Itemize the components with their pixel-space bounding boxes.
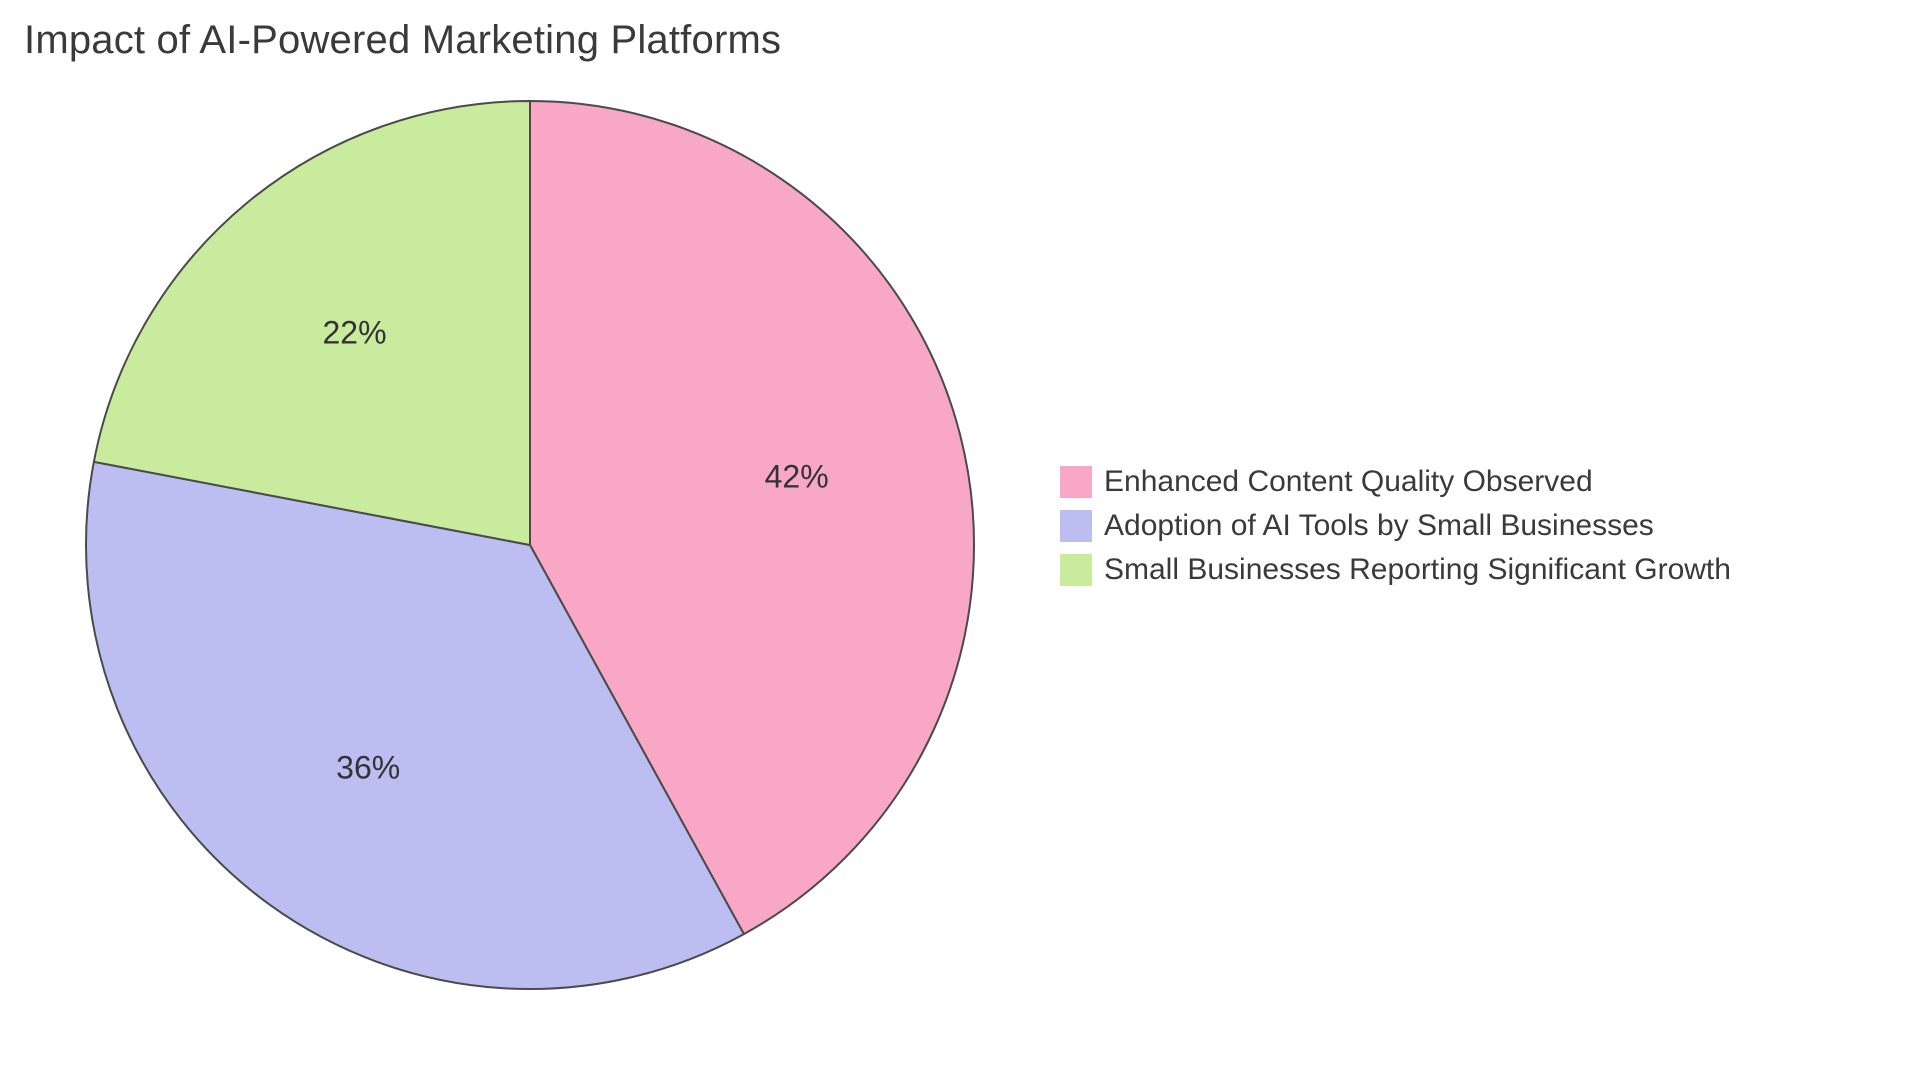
legend-swatch-2 [1060,554,1092,586]
chart-title: Impact of AI-Powered Marketing Platforms [24,18,781,63]
pie-svg [82,97,978,993]
legend-label-1: Adoption of AI Tools by Small Businesses [1104,509,1654,543]
legend-label-2: Small Businesses Reporting Significant G… [1104,553,1731,587]
legend-item-2: Small Businesses Reporting Significant G… [1060,553,1731,587]
chart-container: Impact of AI-Powered Marketing Platforms… [0,0,1920,1083]
pie-chart: 42% 36% 22% [82,97,978,993]
legend-item-1: Adoption of AI Tools by Small Businesses [1060,509,1731,543]
legend-swatch-1 [1060,510,1092,542]
pie-slice-label-2: 22% [322,314,386,351]
pie-slice-label-1: 36% [336,749,400,786]
legend: Enhanced Content Quality Observed Adoptio… [1060,465,1731,587]
legend-swatch-0 [1060,466,1092,498]
legend-label-0: Enhanced Content Quality Observed [1104,465,1593,499]
pie-slice-label-0: 42% [765,458,829,495]
legend-item-0: Enhanced Content Quality Observed [1060,465,1731,499]
